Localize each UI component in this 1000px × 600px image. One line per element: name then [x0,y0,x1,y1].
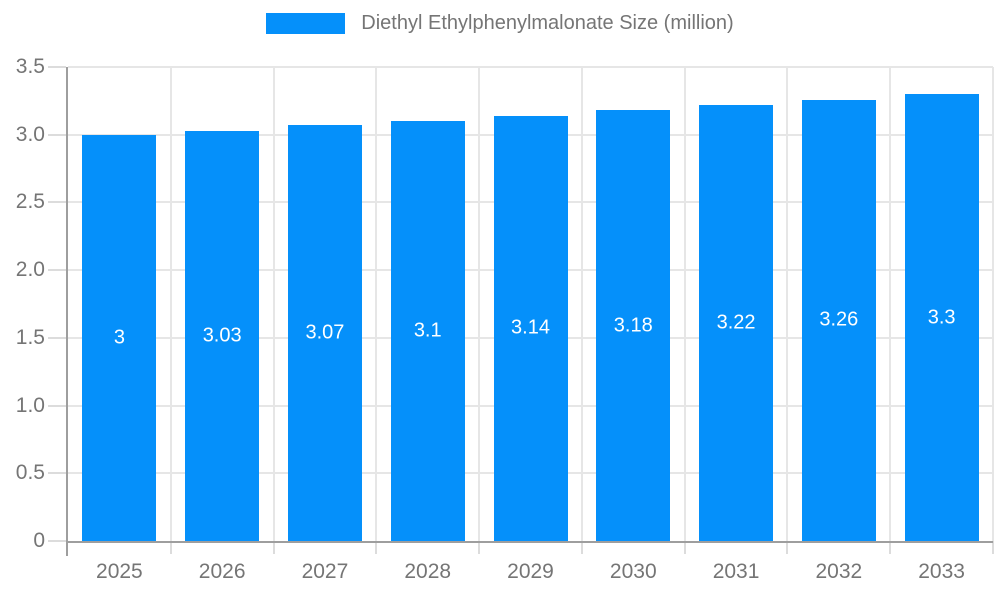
y-axis-label: 2.0 [15,258,45,282]
y-axis-label: 3.5 [15,55,45,78]
bar-value-label: 3 [113,326,125,349]
bar-2027: 3.07 [287,125,362,541]
y-axis-tick [48,540,66,542]
v-gridline [478,67,481,541]
y-axis-tick [48,336,66,339]
x-axis-tick [478,541,481,554]
y-axis-tick [48,133,66,136]
v-gridline [375,67,378,541]
bar-2026: 3.03 [185,130,260,541]
y-axis-label: 0.5 [15,461,45,485]
bar-value-label: 3.18 [613,314,653,337]
legend-swatch [266,13,346,34]
x-axis-label: 2029 [507,560,554,583]
bar-2025: 3 [82,134,157,541]
bar-value-label: 3.14 [511,316,550,339]
bar-2032: 3.26 [801,99,876,541]
legend: Diethyl Ethylphenylmalonate Size (millio… [0,12,1000,35]
x-axis-tick [683,541,686,554]
v-gridline [272,67,275,541]
x-axis-tick [992,541,994,554]
bar-value-label: 3.22 [716,311,756,334]
y-axis-tick [48,201,66,204]
h-gridline [68,66,993,68]
bar-2028: 3.1 [390,121,465,541]
x-axis-tick [580,541,583,554]
x-axis-label: 2032 [815,560,863,583]
x-axis-label: 2027 [301,560,349,583]
x-axis-tick [375,541,378,554]
x-axis-line [66,541,993,543]
y-axis-label: 1.0 [15,393,45,417]
y-axis-tick [48,269,66,272]
v-gridline [992,67,994,541]
bar-2029: 3.14 [493,115,568,541]
y-axis-line [66,67,68,556]
bar-value-label: 3.3 [927,306,956,329]
plot-area: 3 3.03 3.07 3.1 3.14 3.18 3.22 3.26 3.3 [48,66,994,556]
v-gridline [889,67,892,541]
x-axis-label: 2031 [712,560,760,583]
bar-2033: 3.3 [904,94,979,541]
y-axis-label: 0 [33,529,45,552]
y-axis-tick [48,66,66,68]
y-axis-tick [48,472,66,475]
x-axis-tick [169,541,172,554]
x-axis-label: 2028 [404,560,452,583]
bar-value-label: 3.07 [305,321,345,344]
bar-2031: 3.22 [699,104,774,541]
v-gridline [580,67,583,541]
bar-2030: 3.18 [596,110,671,541]
v-gridline [169,67,172,541]
v-gridline [786,67,789,541]
y-axis-label: 2.5 [15,190,45,214]
bar-value-label: 3.1 [413,319,442,342]
y-axis-label: 1.5 [15,325,45,349]
x-axis-tick [786,541,789,554]
bar-value-label: 3.03 [202,324,242,347]
x-axis-label: 2026 [198,560,246,583]
v-gridline [683,67,686,541]
x-axis-label: 2025 [96,560,143,583]
x-axis-tick [889,541,892,554]
x-axis-label: 2030 [609,560,657,583]
y-axis-tick [48,404,66,407]
legend-label: Diethyl Ethylphenylmalonate Size (millio… [361,12,734,34]
y-axis-label: 3.0 [15,122,45,146]
x-axis-label: 2033 [918,560,965,583]
x-axis-tick [272,541,275,554]
bar-value-label: 3.26 [819,308,859,331]
